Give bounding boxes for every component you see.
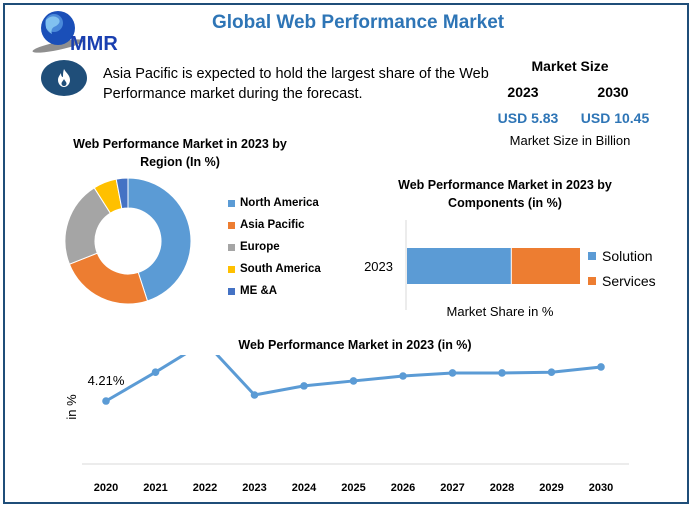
legend-item-solution: Solution xyxy=(588,243,656,268)
x-tick-label: 2030 xyxy=(589,482,613,494)
legend-label: Europe xyxy=(240,241,280,253)
data-point-2024 xyxy=(300,382,308,390)
legend-swatch xyxy=(228,199,235,207)
x-tick-label: 2028 xyxy=(490,482,514,494)
y-axis-label: in % xyxy=(64,394,79,420)
bar-segment-services xyxy=(511,248,580,284)
category-label: 2023 xyxy=(364,259,393,274)
x-tick-label: 2022 xyxy=(193,482,217,494)
legend-item-asia-pacific: Asia Pacific xyxy=(228,214,321,236)
market-size-year-start: 2023 xyxy=(507,84,539,100)
x-tick-label: 2026 xyxy=(391,482,415,494)
legend-item-services: Services xyxy=(588,268,656,293)
data-label-2030: 8.69% xyxy=(583,355,620,357)
highlight-badge xyxy=(41,60,87,96)
x-tick-label: 2020 xyxy=(94,482,118,494)
x-tick-label: 2027 xyxy=(440,482,464,494)
legend-label: North America xyxy=(240,197,319,209)
legend-swatch xyxy=(588,251,596,260)
trend-line-chart: in % 2020 2021 2022 2023 2024 2025 2026 2027 2028… xyxy=(64,355,629,494)
legend-swatch xyxy=(228,265,235,273)
x-tick-label: 2025 xyxy=(341,482,365,494)
mmr-logo: MMR xyxy=(28,8,138,56)
legend-item-south-america: South America xyxy=(228,258,321,280)
data-point-2029 xyxy=(547,368,556,376)
components-legend: Solution Services xyxy=(588,243,656,293)
x-axis-label: Market Share in % xyxy=(447,304,554,319)
data-point-2023 xyxy=(250,391,259,399)
data-point-2028 xyxy=(498,369,506,377)
data-label-2020: 4.21% xyxy=(88,373,125,388)
legend-label: South America xyxy=(240,263,321,275)
market-size-title: Market Size xyxy=(531,58,609,74)
data-point-2030 xyxy=(597,363,605,371)
region-donut-chart xyxy=(64,177,192,305)
bar-segment-solution xyxy=(407,248,511,284)
legend-label: ME &A xyxy=(240,285,278,297)
data-point-2026 xyxy=(399,372,407,380)
legend-swatch xyxy=(228,221,235,229)
x-tick-label: 2024 xyxy=(292,482,317,494)
region-chart-title: Web Performance Market in 2023 by Region… xyxy=(73,137,287,169)
data-point-2021 xyxy=(151,368,160,376)
market-size-value-start: USD 5.83 xyxy=(497,110,559,126)
legend-swatch xyxy=(588,276,596,285)
market-size-unit: Market Size in Billion xyxy=(509,133,631,148)
legend-item-north-america: North America xyxy=(228,192,321,214)
page-title: Global Web Performance Market xyxy=(212,12,505,33)
legend-label: Solution xyxy=(602,247,653,264)
legend-item-europe: Europe xyxy=(228,236,321,258)
data-point-2020 xyxy=(102,397,110,405)
legend-label: Asia Pacific xyxy=(240,219,305,231)
components-chart-title: Web Performance Market in 2023 by Compon… xyxy=(398,178,612,210)
data-point-2025 xyxy=(349,377,358,385)
donut-slice-me-a xyxy=(115,177,129,210)
highlight-text: Asia Pacific is expected to hold the lar… xyxy=(103,66,489,102)
market-size-value-end: USD 10.45 xyxy=(580,110,650,126)
legend-swatch xyxy=(228,243,235,251)
legend-item-me-a: ME &A xyxy=(228,280,321,302)
x-tick-label: 2023 xyxy=(242,482,266,494)
market-size-year-end: 2030 xyxy=(597,84,629,100)
donut-slice-asia-pacific xyxy=(68,252,149,305)
legend-label: Services xyxy=(602,272,656,289)
legend-swatch xyxy=(228,287,235,295)
x-tick-label: 2029 xyxy=(539,482,563,494)
components-bar-chart: 2023 Market Share in % xyxy=(364,220,580,319)
region-legend: North America Asia Pacific Europe South Ame… xyxy=(228,192,321,302)
flame-icon xyxy=(58,69,70,87)
donut-slice-north-america xyxy=(127,177,192,302)
trend-chart-title: Web Performance Market in 2023 (in %) xyxy=(238,338,472,352)
x-tick-label: 2021 xyxy=(143,482,167,494)
logo-text: MMR xyxy=(70,33,118,55)
data-point-2027 xyxy=(448,369,457,377)
